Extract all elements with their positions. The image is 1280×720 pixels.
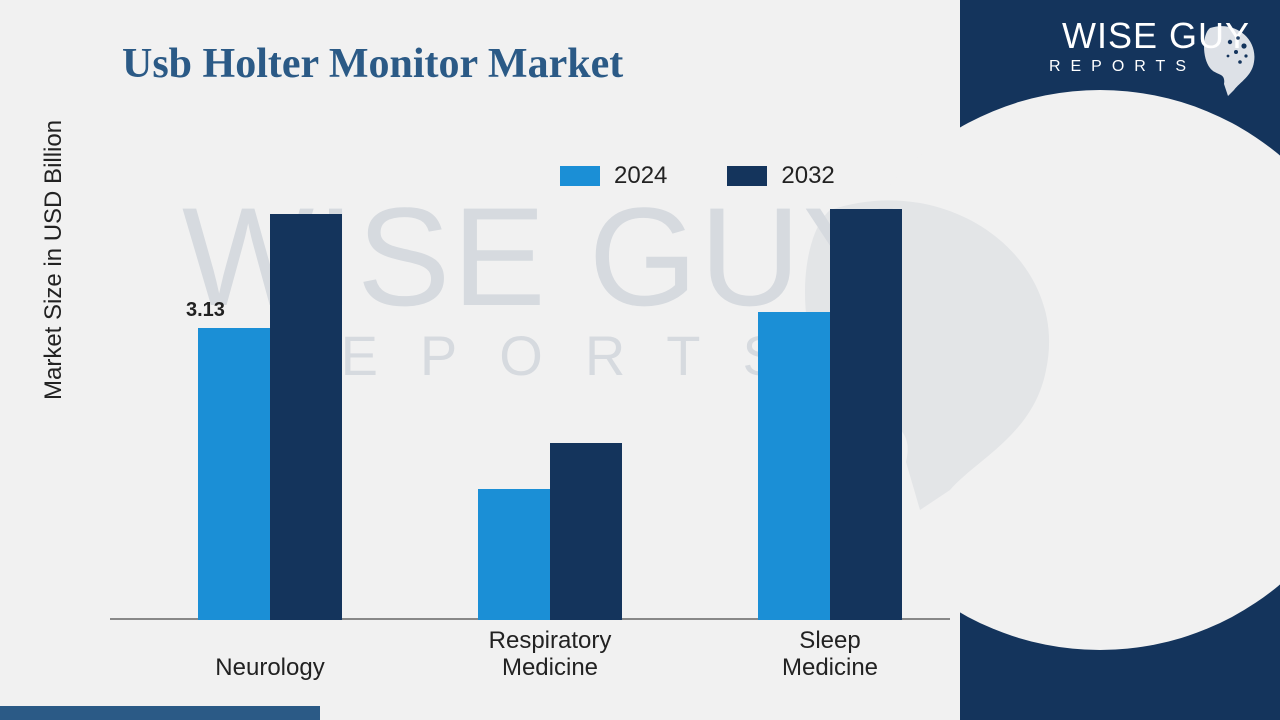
bar-group: Respiratory Medicine [478, 200, 622, 620]
brand-head-icon [1200, 24, 1256, 96]
x-axis-label: Sleep Medicine [782, 627, 878, 682]
brand-sub-text: REPORTS [970, 58, 1196, 76]
legend-label-2024: 2024 [614, 162, 667, 190]
x-axis-label: Neurology [215, 654, 324, 682]
chart-canvas: WISE GUY REPORTS WISE GUY REPORTS Usb Ho… [0, 0, 1280, 720]
bar [550, 443, 622, 620]
legend-swatch-2024 [560, 166, 600, 186]
legend-label-2032: 2032 [781, 162, 834, 190]
x-axis-label: Respiratory Medicine [489, 627, 612, 682]
bar [830, 209, 902, 620]
bar [270, 214, 342, 620]
footer-accent-bar [0, 706, 320, 720]
bar [758, 312, 830, 620]
brand-logo: WISE GUY REPORTS [970, 18, 1250, 98]
bar-group: Neurology [198, 200, 342, 620]
legend-item-2024: 2024 [560, 162, 667, 190]
chart-title: Usb Holter Monitor Market [122, 40, 623, 88]
bar [198, 328, 270, 620]
plot-area: Neurology Respiratory Medicine Sleep Medic… [110, 200, 950, 620]
bar-group: Sleep Medicine [758, 200, 902, 620]
legend: 2024 2032 [560, 162, 835, 190]
bar-value-label: 3.13 [186, 299, 225, 322]
y-axis-label: Market Size in USD Billion [40, 120, 68, 400]
legend-swatch-2032 [727, 166, 767, 186]
bar [478, 489, 550, 620]
legend-item-2032: 2032 [727, 162, 834, 190]
